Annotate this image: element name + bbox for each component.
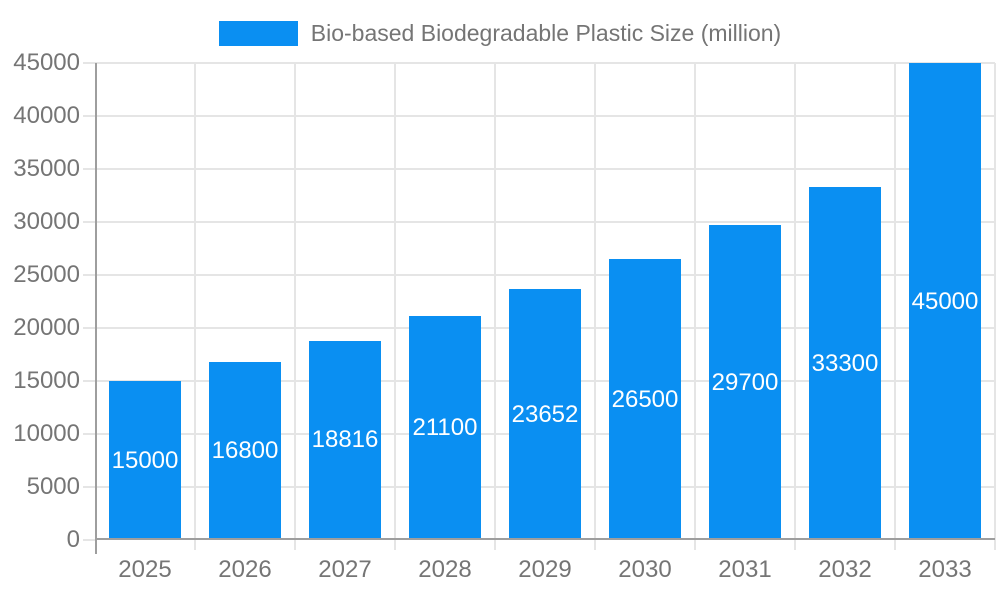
bar-value-label: 16800 bbox=[211, 436, 279, 464]
x-tick-mark bbox=[994, 540, 996, 550]
gridline-horizontal bbox=[95, 274, 995, 276]
gridline-horizontal bbox=[95, 221, 995, 223]
y-tick-mark bbox=[83, 115, 95, 117]
x-tick-mark bbox=[394, 540, 396, 550]
y-axis-label: 20000 bbox=[13, 314, 80, 341]
x-axis-label: 2029 bbox=[518, 556, 572, 583]
x-axis-label: 2032 bbox=[818, 556, 872, 583]
y-tick-mark bbox=[83, 539, 95, 541]
bar: 18816 bbox=[309, 340, 381, 540]
y-tick-mark bbox=[83, 168, 95, 170]
x-axis-label: 2025 bbox=[118, 556, 172, 583]
gridline-vertical bbox=[594, 63, 596, 540]
bar-value-label: 33300 bbox=[811, 349, 879, 377]
bar: 21100 bbox=[409, 316, 481, 540]
bar: 26500 bbox=[609, 259, 681, 540]
bar: 15000 bbox=[109, 381, 181, 540]
gridline-horizontal bbox=[95, 115, 995, 117]
bar-value-label: 45000 bbox=[911, 287, 979, 315]
y-axis-label: 45000 bbox=[13, 49, 80, 76]
y-tick-mark bbox=[83, 486, 95, 488]
gridline-horizontal bbox=[95, 168, 995, 170]
legend-swatch bbox=[218, 21, 298, 46]
x-tick-mark bbox=[494, 540, 496, 550]
legend-label: Bio-based Biodegradable Plastic Size (mi… bbox=[310, 20, 782, 46]
y-tick-mark bbox=[83, 221, 95, 223]
y-axis-label: 0 bbox=[66, 526, 80, 553]
bar-value-label: 29700 bbox=[711, 368, 779, 396]
gridline-vertical bbox=[694, 63, 696, 540]
gridline-vertical bbox=[994, 63, 996, 540]
y-tick-mark bbox=[83, 380, 95, 382]
gridline-vertical bbox=[294, 63, 296, 540]
y-axis-label: 40000 bbox=[13, 102, 80, 129]
gridline-horizontal bbox=[95, 62, 995, 64]
y-axis-label: 25000 bbox=[13, 261, 80, 288]
gridline-vertical bbox=[494, 63, 496, 540]
bar-value-label: 21100 bbox=[412, 414, 478, 442]
x-axis-label: 2027 bbox=[318, 556, 372, 583]
x-tick-mark bbox=[694, 540, 696, 550]
y-tick-mark bbox=[83, 327, 95, 329]
x-tick-mark bbox=[594, 540, 596, 550]
x-tick-mark bbox=[194, 540, 196, 550]
x-axis-line bbox=[95, 538, 995, 540]
x-axis-label: 2030 bbox=[618, 556, 672, 583]
bar-value-label: 23652 bbox=[511, 400, 579, 428]
legend: Bio-based Biodegradable Plastic Size (mi… bbox=[0, 20, 1000, 47]
bar: 23652 bbox=[509, 289, 581, 540]
bar-value-label: 18816 bbox=[311, 426, 379, 454]
bar-value-label: 15000 bbox=[111, 446, 179, 474]
bar: 29700 bbox=[709, 225, 781, 540]
bar: 33300 bbox=[809, 187, 881, 540]
gridline-vertical bbox=[794, 63, 796, 540]
y-axis-label: 30000 bbox=[13, 208, 80, 235]
plot-area: 0 5000 10000 15000 20000 25000 30000 35000 40000… bbox=[13, 50, 996, 583]
gridline-vertical bbox=[394, 63, 396, 540]
y-axis-label: 15000 bbox=[13, 367, 80, 394]
y-axis-line bbox=[95, 63, 97, 554]
x-tick-mark bbox=[294, 540, 296, 550]
y-tick-mark bbox=[83, 62, 95, 64]
bar-value-label: 26500 bbox=[611, 385, 679, 413]
bar: 16800 bbox=[209, 361, 281, 540]
y-tick-mark bbox=[83, 433, 95, 435]
gridline-vertical bbox=[894, 63, 896, 540]
x-axis-label: 2031 bbox=[718, 556, 772, 583]
y-axis-label: 10000 bbox=[13, 420, 80, 447]
gridline-vertical bbox=[194, 63, 196, 540]
bar: 45000 bbox=[909, 63, 981, 540]
x-tick-mark bbox=[794, 540, 796, 550]
y-axis-label: 5000 bbox=[26, 473, 80, 500]
y-tick-mark bbox=[83, 274, 95, 276]
x-tick-mark bbox=[894, 540, 896, 550]
x-axis-label: 2033 bbox=[918, 556, 972, 583]
x-axis-label: 2026 bbox=[218, 556, 272, 583]
x-axis-label: 2028 bbox=[418, 556, 472, 583]
y-axis-label: 35000 bbox=[13, 155, 80, 182]
